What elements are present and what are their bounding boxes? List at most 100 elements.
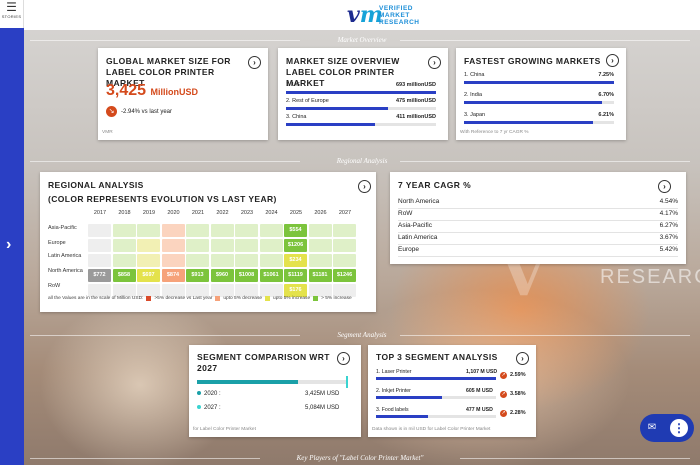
heatmap-cell[interactable] <box>235 239 258 252</box>
heatmap-cell[interactable]: $1061 <box>259 269 283 282</box>
global-market-size-card: GLOBAL MARKET SIZE FOR LABEL COLOR PRINT… <box>98 48 268 140</box>
heatmap-cell[interactable] <box>112 224 136 237</box>
region-label: Europe <box>48 240 66 246</box>
row-bar-track <box>464 81 614 84</box>
heatmap-cell[interactable] <box>186 224 209 237</box>
chevron-right-icon[interactable]: › <box>248 56 261 69</box>
year-header: 2021 <box>191 210 205 216</box>
divider <box>30 40 300 41</box>
cagr-region: North America <box>398 198 440 205</box>
heatmap-cell[interactable] <box>137 224 160 237</box>
heatmap-cell[interactable]: $554 <box>284 224 307 237</box>
heatmap-cell[interactable] <box>308 284 332 297</box>
chevron-right-icon[interactable]: › <box>516 352 529 365</box>
segment-bar-fill <box>197 380 298 384</box>
heatmap-cell[interactable] <box>161 239 185 252</box>
heatmap-cell[interactable] <box>235 254 258 267</box>
heatmap-cell[interactable] <box>333 239 356 252</box>
row-bar-track <box>464 121 614 124</box>
market-size-value: 3,425 MillionUSD <box>106 82 198 99</box>
heatmap-cell[interactable]: $772 <box>88 269 111 282</box>
heatmap-cell[interactable]: $1206 <box>284 239 307 252</box>
heatmap-cell[interactable] <box>88 254 111 267</box>
heatmap-cell[interactable] <box>308 239 332 252</box>
stories-button[interactable]: ☰ STORIES <box>0 0 24 28</box>
floating-action-button[interactable]: ✉ ⋮ <box>640 414 694 442</box>
more-vertical-icon[interactable]: ⋮ <box>670 419 688 437</box>
heatmap-cell[interactable] <box>88 284 111 297</box>
segment-bar-marker <box>346 376 348 388</box>
legend-label: >5% decrease vs Last year <box>154 296 213 301</box>
heatmap-cell[interactable] <box>186 254 209 267</box>
heatmap-cell[interactable] <box>186 239 209 252</box>
vmr-logo[interactable]: vm VERIFIED MARKET RESEARCH <box>347 3 437 27</box>
divider <box>30 335 300 336</box>
top-bar: vm VERIFIED MARKET RESEARCH <box>24 0 700 30</box>
heatmap-cell[interactable]: $697 <box>137 269 160 282</box>
heatmap-cell[interactable] <box>112 239 136 252</box>
heatmap-cell[interactable] <box>259 284 283 297</box>
year-header: 2024 <box>265 210 278 216</box>
heatmap-cell[interactable]: $858 <box>112 269 136 282</box>
chevron-right-icon[interactable]: › <box>428 56 441 69</box>
heatmap-cell[interactable] <box>235 224 258 237</box>
heatmap-cell[interactable]: $1119 <box>284 269 307 282</box>
chevron-right-icon[interactable]: › <box>658 180 671 193</box>
heatmap-cell[interactable] <box>259 254 283 267</box>
heatmap-cell[interactable] <box>112 284 136 297</box>
heatmap-cell[interactable] <box>88 224 111 237</box>
market-size-overview-card: MARKET SIZE OVERVIEW LABEL COLOR PRINTER… <box>278 48 448 140</box>
row-label: 3. China <box>286 114 307 120</box>
heatmap-cell[interactable] <box>333 224 356 237</box>
heatmap-cell[interactable]: $234 <box>284 254 307 267</box>
segment-bar-track <box>376 415 496 418</box>
heatmap-cell[interactable] <box>308 224 332 237</box>
heatmap-cell[interactable] <box>137 239 160 252</box>
year-header: 2025 <box>289 210 303 216</box>
heatmap-cell[interactable]: $960 <box>210 269 234 282</box>
segment-bar-track <box>376 377 496 380</box>
heatmap-cell[interactable] <box>235 284 258 297</box>
chevron-right-icon[interactable]: › <box>358 180 371 193</box>
footnote: for Label Color Printer Market <box>193 427 256 432</box>
segment-growth: 3.58% <box>510 391 526 397</box>
heatmap-cell[interactable] <box>161 284 185 297</box>
arrow-down-icon: ↘ <box>106 106 117 117</box>
heatmap-cell[interactable] <box>161 254 185 267</box>
heatmap-cell[interactable]: $1008 <box>235 269 258 282</box>
row-label: 1. China <box>464 72 485 78</box>
legend-swatch <box>146 296 152 301</box>
heatmap-cell[interactable]: $1181 <box>308 269 332 282</box>
heatmap-cell[interactable] <box>210 254 234 267</box>
share-icon[interactable]: ✉ <box>647 422 657 433</box>
legend-note: all the Values are in the scale of Milli… <box>48 296 144 301</box>
heatmap-cell[interactable] <box>137 284 160 297</box>
segment-growth: 2.28% <box>510 410 526 416</box>
heatmap-cell[interactable] <box>137 254 160 267</box>
legend-label: > 5% increase <box>321 296 352 301</box>
heatmap-cell[interactable]: $874 <box>161 269 185 282</box>
heatmap-cell[interactable] <box>308 254 332 267</box>
heatmap-cell[interactable]: $176 <box>284 284 307 297</box>
heatmap-cell[interactable]: $913 <box>186 269 209 282</box>
heatmap-cell[interactable]: $1246 <box>333 269 356 282</box>
heatmap-cell[interactable] <box>161 224 185 237</box>
card-title: FASTEST GROWING MARKETS <box>464 56 601 66</box>
heatmap-cell[interactable] <box>88 239 111 252</box>
heatmap-cell[interactable] <box>210 239 234 252</box>
segment-value: 477 M USD <box>466 407 493 413</box>
heatmap-cell[interactable] <box>259 224 283 237</box>
heatmap-cell[interactable] <box>333 284 356 297</box>
heatmap-cell[interactable] <box>186 284 209 297</box>
region-label: Latin America <box>48 253 82 259</box>
cagr-row: Europe 5.42% <box>398 246 678 257</box>
row-value: 693 millionUSD <box>395 82 436 88</box>
heatmap-cell[interactable] <box>112 254 136 267</box>
heatmap-cell[interactable] <box>333 254 356 267</box>
chevron-right-icon[interactable]: › <box>606 54 619 67</box>
chevron-right-icon[interactable]: › <box>337 352 350 365</box>
heatmap-cell[interactable] <box>210 224 234 237</box>
chevron-right-icon[interactable]: › <box>6 236 12 253</box>
heatmap-cell[interactable] <box>210 284 234 297</box>
heatmap-cell[interactable] <box>259 239 283 252</box>
